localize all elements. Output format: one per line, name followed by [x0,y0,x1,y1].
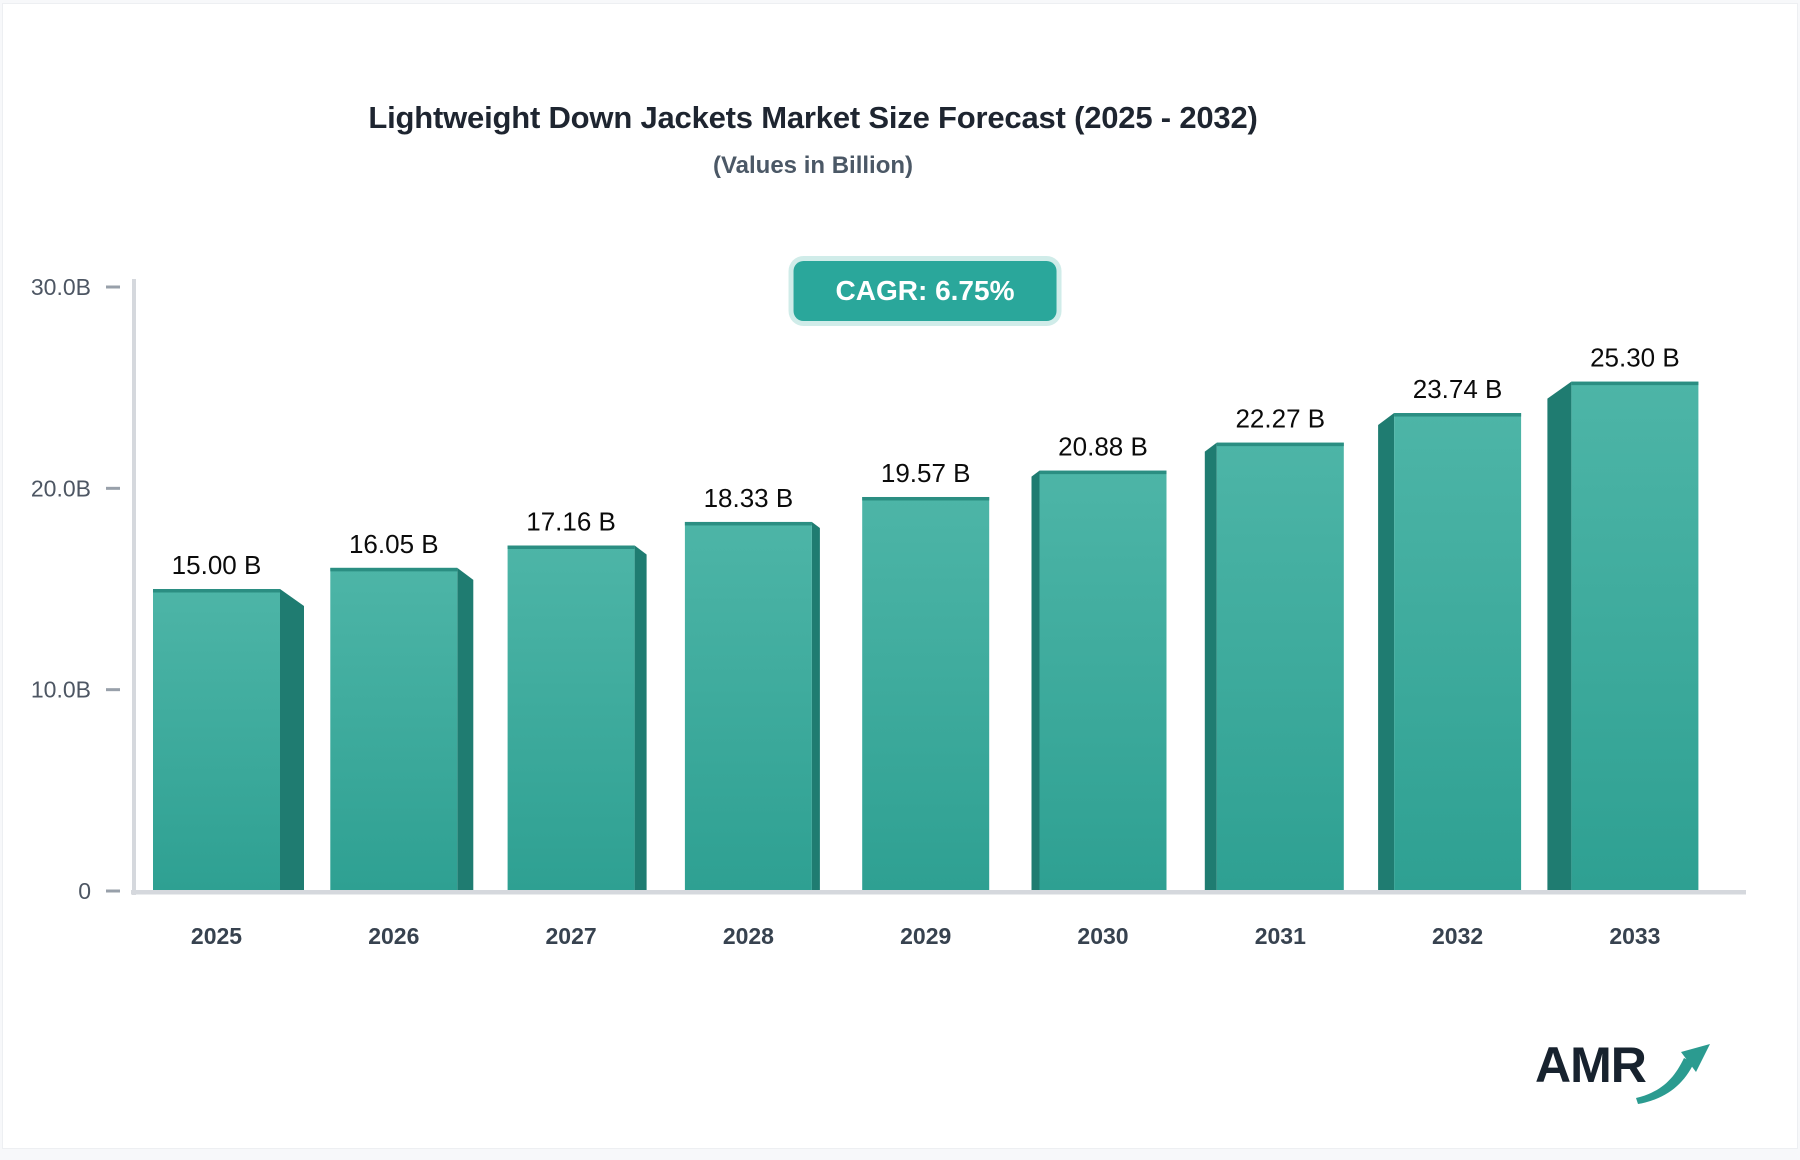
bar-side-face [1378,413,1395,892]
bar-value-label: 15.00 B [172,550,262,580]
page-subtitle: (Values in Billion) [712,152,914,179]
x-axis-label: 2027 [546,923,597,949]
y-axis-tick [106,688,120,692]
bar-side-face [634,545,647,892]
x-axis-label: 2032 [1432,923,1483,949]
x-axis-label: 2026 [368,923,419,949]
x-axis-label: 2028 [723,923,774,949]
bar [862,496,990,892]
x-axis-line [131,890,1746,895]
chart-card: Lightweight Down Jackets Market Size For… [2,3,1798,1149]
growth-arrow-icon [1635,1044,1710,1104]
y-axis-tick [106,486,120,490]
bar-value-label: 19.57 B [881,458,971,488]
x-axis-label: 2033 [1609,923,1660,949]
cagr-badge: CAGR: 6.75% [793,261,1057,321]
bar-chart: 0 10.0B 20.0B 30.0B 15.00 B 2025 16.05 B 2026 17… [31,274,1746,949]
bar-top-edge [330,567,458,572]
bar-value-label: 18.33 B [704,483,794,513]
bar-value-label: 16.05 B [349,529,439,559]
brand-logo-text: AMR [1535,1037,1647,1093]
bar-top-edge [1571,381,1699,386]
bar [1394,413,1522,892]
bar-top-edge [1216,442,1344,447]
x-axis-label: 2031 [1255,923,1306,949]
bar [684,521,812,892]
x-axis-label: 2030 [1077,923,1128,949]
page-title: Lightweight Down Jackets Market Size For… [368,100,1258,135]
bar-side-face [1031,470,1040,892]
bar-side-face [1547,381,1572,892]
bar-top-edge [507,545,635,550]
bar [1571,381,1699,892]
bar-top-edge [684,521,812,526]
bar-top-edge [1394,413,1522,417]
bar-side-face [280,589,304,892]
bar-top-edge [862,496,990,501]
bar-top-edge [1039,470,1167,475]
y-axis-label: 0 [78,878,91,904]
y-axis-tick [106,889,120,893]
x-axis-label: 2029 [900,923,951,949]
y-axis-line [132,279,136,895]
bar-value-label: 23.74 B [1413,374,1503,404]
bar-side-face [1204,442,1217,892]
brand-logo: AMR [1535,1038,1710,1108]
bar [153,589,280,892]
bar [1216,442,1344,892]
y-axis-label: 30.0B [31,274,91,300]
bar [330,567,458,892]
x-axis-label: 2025 [191,923,242,949]
bar-side-face [457,567,474,892]
y-axis-tick [106,285,120,289]
bar-side-face [811,521,820,892]
bar [507,545,635,892]
bar-top-edge [153,589,280,593]
bar-value-label: 25.30 B [1590,343,1680,373]
y-axis-label: 20.0B [31,475,91,501]
bar [1039,470,1167,892]
bar-value-label: 22.27 B [1235,404,1325,434]
bar-value-label: 20.88 B [1058,432,1148,462]
y-axis-label: 10.0B [31,677,91,703]
bar-value-label: 17.16 B [526,507,616,537]
